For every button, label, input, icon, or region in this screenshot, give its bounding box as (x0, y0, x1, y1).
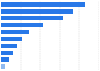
Bar (1, 44, 17, 48)
Bar (1, 2, 84, 7)
Bar (1, 37, 22, 41)
Bar (1, 64, 5, 69)
Bar (1, 9, 73, 13)
Bar (1, 58, 9, 62)
Bar (1, 30, 29, 34)
Bar (1, 51, 12, 55)
Bar (1, 23, 43, 27)
Bar (1, 16, 63, 20)
